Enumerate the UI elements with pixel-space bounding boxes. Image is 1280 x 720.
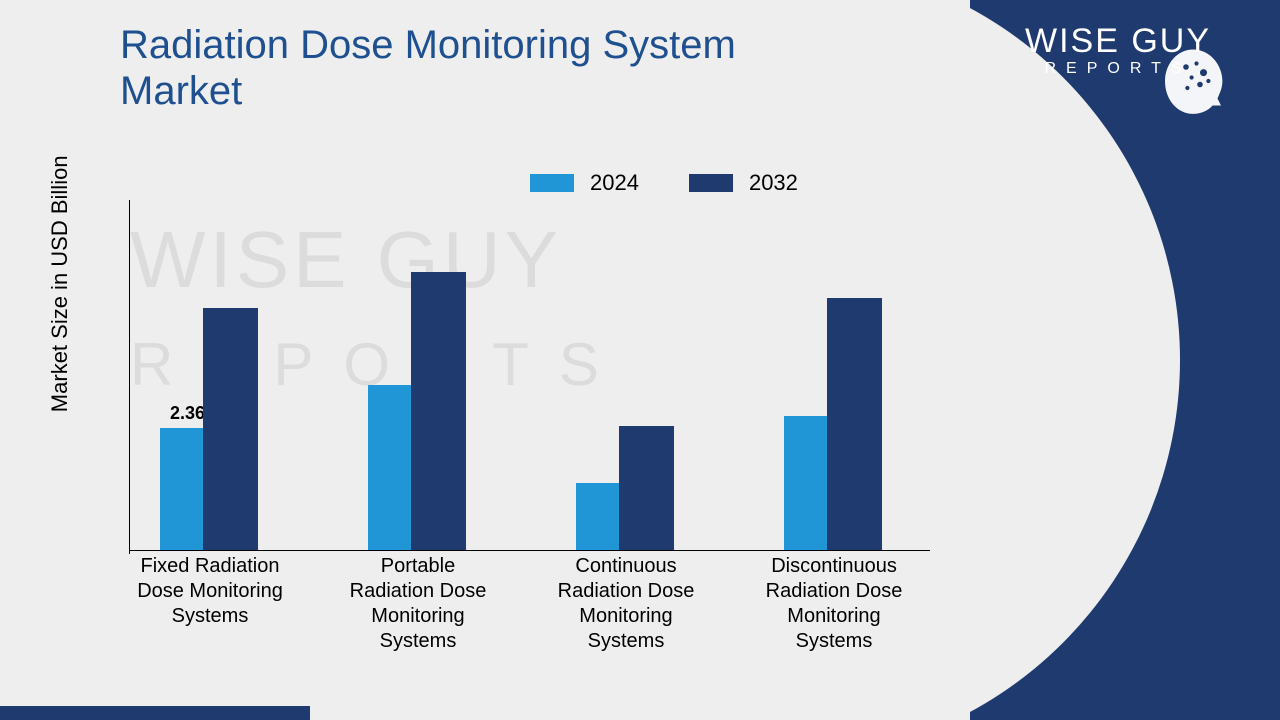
- bar-2032: [203, 308, 258, 550]
- chart-title: Radiation Dose Monitoring System Market: [120, 22, 820, 114]
- brand-logo: WISE GUY REPORTS: [998, 24, 1238, 78]
- bar-2032: [827, 298, 882, 550]
- x-axis-category-label: Portable Radiation Dose Monitoring Syste…: [343, 554, 493, 654]
- plot-region: 2.36: [130, 210, 930, 550]
- bar-group: [160, 210, 310, 550]
- legend-item-2024: 2024: [530, 170, 639, 196]
- x-axis-category-label: Discontinuous Radiation Dose Monitoring …: [759, 554, 909, 654]
- bar-group: [368, 210, 518, 550]
- y-axis-label: Market Size in USD Billion: [47, 155, 73, 412]
- page: WISE GUY REPORTS Radiation Dose Monitori…: [0, 0, 1280, 720]
- chart-area: Market Size in USD Billion 2024 2032 2.3…: [60, 140, 940, 700]
- bar-2032: [619, 426, 674, 550]
- y-axis-line: [129, 200, 130, 554]
- legend: 2024 2032: [530, 170, 798, 196]
- bar-2032: [411, 272, 466, 550]
- legend-swatch-2024: [530, 174, 574, 192]
- bottom-accent-bar: [0, 706, 310, 720]
- bar-group: [576, 210, 726, 550]
- x-axis-category-label: Continuous Radiation Dose Monitoring Sys…: [551, 554, 701, 654]
- bar-group: [784, 210, 934, 550]
- brand-head-icon: [1158, 46, 1228, 116]
- x-axis-category-label: Fixed Radiation Dose Monitoring Systems: [135, 554, 285, 629]
- brand-panel: [970, 0, 1280, 720]
- legend-swatch-2032: [689, 174, 733, 192]
- legend-label-2024: 2024: [590, 170, 639, 196]
- legend-label-2032: 2032: [749, 170, 798, 196]
- x-axis-line: [129, 550, 930, 551]
- legend-item-2032: 2032: [689, 170, 798, 196]
